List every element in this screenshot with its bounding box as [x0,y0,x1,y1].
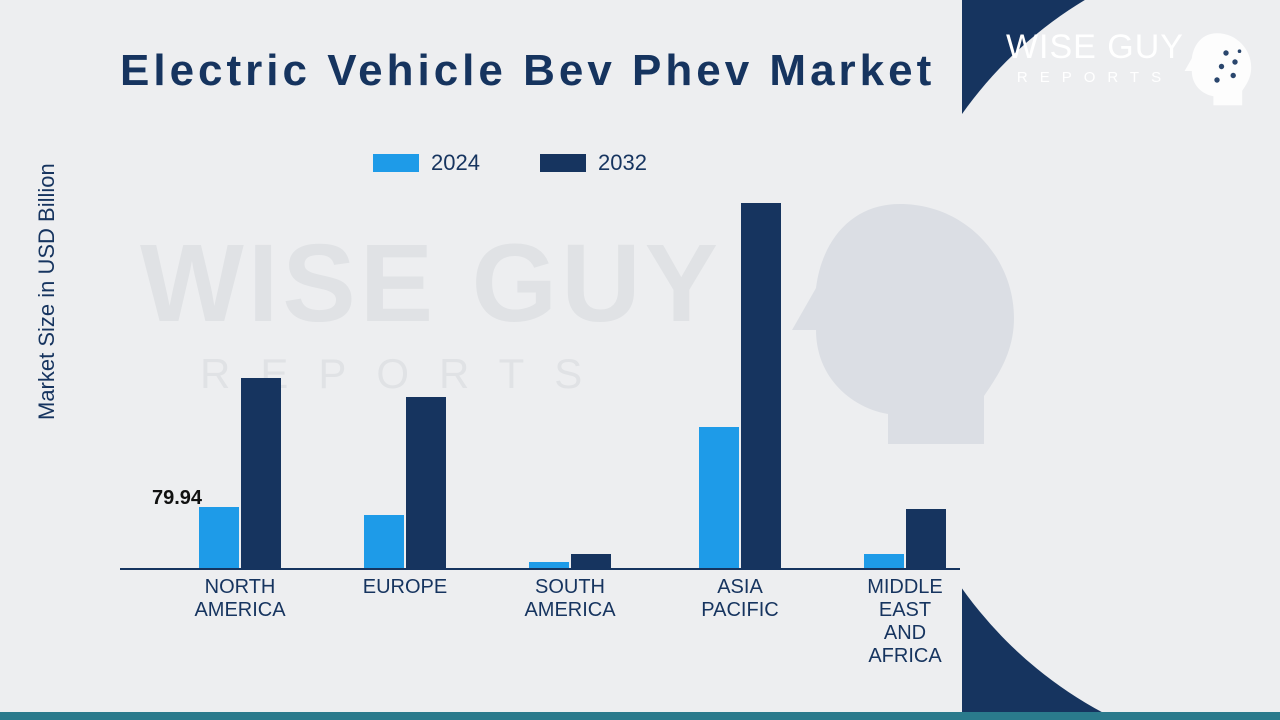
bar-group [845,509,965,568]
x-tick-label: EUROPE [330,576,480,599]
bar [864,554,904,568]
infographic-canvas: WISE GUY REPORTS Electric Vehicle Bev Ph… [0,0,1280,720]
bar-group [345,397,465,568]
brand-head-icon [1172,26,1262,116]
bar [529,562,569,568]
x-axis-labels: NORTHAMERICA EUROPE SOUTHAMERICA ASIAPACIFI… [120,576,960,696]
legend-label-2032: 2032 [598,150,647,176]
bottom-accent-bar [0,712,1280,720]
legend: 2024 2032 [60,150,960,176]
bar [906,509,946,568]
legend-label-2024: 2024 [431,150,480,176]
bar-group [510,554,630,568]
y-axis-label: Market Size in USD Billion [34,163,60,420]
legend-swatch-2032 [540,154,586,172]
x-axis-line [120,568,960,570]
bar [741,203,781,568]
bar [364,515,404,568]
bar [199,507,239,568]
legend-item-2032: 2032 [540,150,647,176]
bar-group [680,203,800,568]
x-tick-label: NORTHAMERICA [165,576,315,622]
bar [699,427,739,568]
x-tick-label: MIDDLEEASTANDAFRICA [830,576,980,668]
x-tick-label: ASIAPACIFIC [665,576,815,622]
bar [571,554,611,568]
legend-item-2024: 2024 [373,150,480,176]
chart-title: Electric Vehicle Bev Phev Market [120,46,935,96]
bar-group [180,378,300,568]
bar [406,397,446,568]
bar [241,378,281,568]
x-tick-label: SOUTHAMERICA [495,576,645,622]
bar-value-label: 79.94 [152,487,202,510]
plot-area: 79.94 [120,190,960,570]
brand-logo: WISE GUY REPORTS [1006,28,1256,86]
chart: 2024 2032 Market Size in USD Billion 79.… [60,150,960,690]
legend-swatch-2024 [373,154,419,172]
